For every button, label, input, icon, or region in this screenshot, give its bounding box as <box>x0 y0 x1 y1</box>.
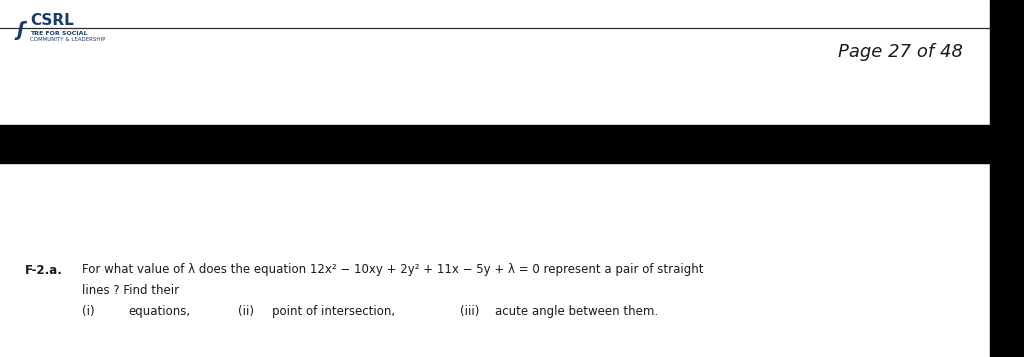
Text: acute angle between them.: acute angle between them. <box>495 306 658 318</box>
Bar <box>0 125 990 163</box>
Text: lines ? Find their: lines ? Find their <box>82 283 179 297</box>
Text: CSRL: CSRL <box>30 13 74 28</box>
Text: TRE FOR SOCIAL: TRE FOR SOCIAL <box>30 31 87 36</box>
Bar <box>990 0 1024 357</box>
Text: Page 27 of 48: Page 27 of 48 <box>838 43 963 61</box>
Text: F-2.a.: F-2.a. <box>25 263 62 277</box>
Text: (ii): (ii) <box>238 306 254 318</box>
Text: point of intersection,: point of intersection, <box>272 306 395 318</box>
Text: For what value of λ does the equation 12x² − 10xy + 2y² + 11x − 5y + λ = 0 repre: For what value of λ does the equation 12… <box>82 263 703 277</box>
Text: equations,: equations, <box>128 306 190 318</box>
Text: (iii): (iii) <box>460 306 479 318</box>
Text: ʃ: ʃ <box>16 21 25 40</box>
Text: (i): (i) <box>82 306 94 318</box>
Text: COMMUNITY & LEADERSHIP: COMMUNITY & LEADERSHIP <box>30 37 105 42</box>
